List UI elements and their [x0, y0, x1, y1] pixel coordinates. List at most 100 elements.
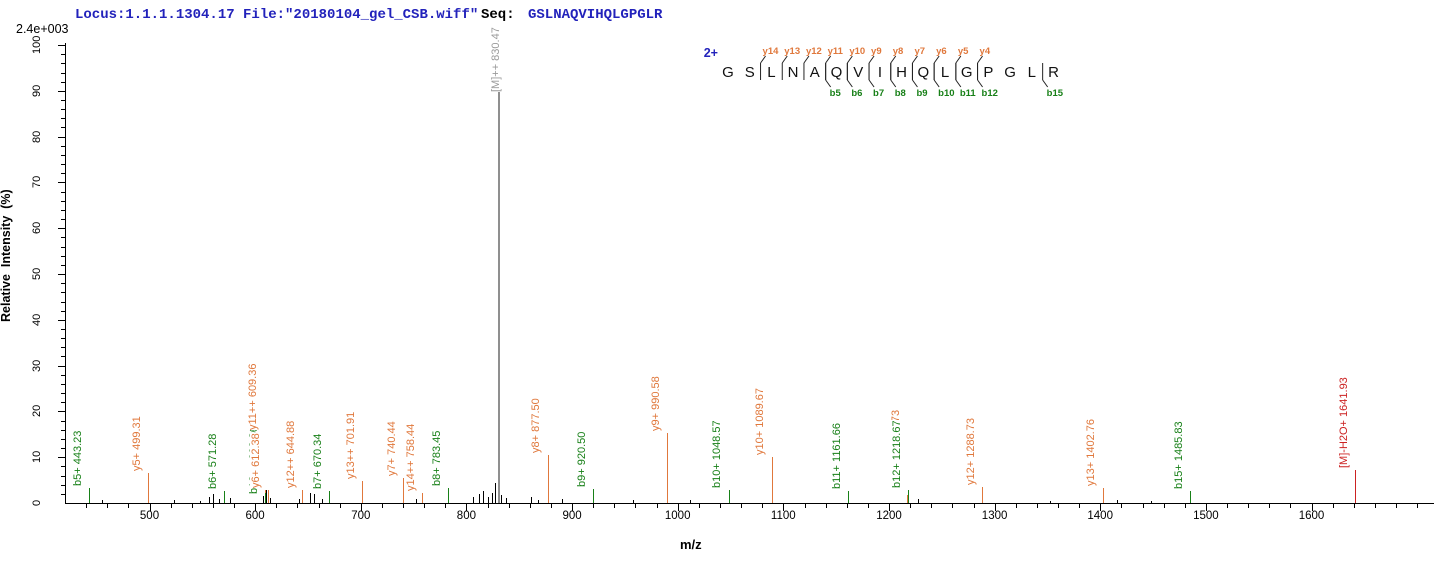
y-minor-tick: [61, 81, 65, 83]
noise-peak: [479, 493, 481, 503]
noise-peak: [212, 494, 214, 503]
y-tick-label-10: 10: [31, 450, 43, 464]
x-minor-tick: [381, 504, 383, 508]
peak-label-y12+: y12+ 1288.73: [964, 418, 977, 486]
peak-y9+: [667, 432, 669, 503]
y-tick-label-20: 20: [31, 405, 43, 418]
x-minor-tick: [719, 504, 721, 508]
y-major-tick: [58, 411, 65, 413]
peak-b8+: [448, 487, 450, 503]
peak-b5+: [89, 488, 90, 503]
y-minor-tick: [61, 329, 65, 330]
x-minor-tick: [1353, 504, 1355, 508]
x-minor-tick: [1058, 504, 1059, 508]
x-minor-tick: [1163, 504, 1165, 508]
peak-label-y13+: y13+ 1402.76: [1085, 419, 1098, 487]
x-major-tick: [1205, 504, 1207, 511]
noise-peak: [314, 494, 316, 503]
peak-label-y6+: y6+ 612.38: [250, 433, 263, 488]
y-minor-tick: [61, 100, 65, 101]
x-minor-tick: [825, 504, 827, 508]
y-minor-tick: [61, 54, 65, 56]
x-minor-tick: [698, 504, 700, 508]
noise-peak: [102, 500, 103, 503]
y-minor-tick: [61, 191, 65, 193]
peak-label-b8+: b8+ 783.45: [430, 430, 443, 486]
peak-b6+: [224, 491, 226, 503]
x-minor-tick: [1396, 504, 1397, 508]
x-tick-label-500: 500: [139, 510, 160, 522]
x-minor-tick: [128, 504, 130, 508]
noise-peak: [487, 496, 489, 503]
locus-file-title: Locus:1.1.1.1304.17 File:"20180104_gel_C…: [75, 7, 479, 23]
peak-b7+: [329, 491, 330, 503]
x-minor-tick: [1290, 504, 1292, 508]
x-major-tick: [1100, 504, 1102, 511]
y-minor-tick: [61, 301, 65, 303]
peak-label-b5+: b5+ 443.23: [71, 430, 84, 487]
y-minor-tick: [61, 72, 65, 74]
x-minor-tick: [339, 504, 341, 508]
y-minor-tick: [61, 209, 65, 211]
peak-y11+: [907, 494, 909, 503]
peak-label-b7+: b7+ 670.34: [311, 433, 324, 490]
peak-b12++: [265, 492, 267, 503]
peak-label-y8+: y8+ 877.50: [530, 398, 543, 453]
noise-peak: [229, 497, 231, 503]
y-tick-label-0: 0: [31, 499, 43, 506]
x-minor-tick: [297, 504, 299, 508]
x-major-tick: [1311, 504, 1313, 511]
peak-b9+: [593, 489, 595, 503]
x-major-tick: [255, 504, 257, 511]
x-tick-label-1200: 1200: [876, 510, 902, 522]
y-minor-tick: [61, 264, 65, 266]
y-tick-label-80: 80: [31, 130, 43, 143]
x-minor-tick: [593, 504, 595, 508]
y-minor-tick: [61, 283, 65, 285]
peak-label-y12++: y12++ 644.88: [284, 420, 297, 488]
y-major-tick: [58, 136, 65, 138]
x-tick-label-1600: 1600: [1298, 510, 1325, 522]
peak-b15+: [1190, 490, 1192, 503]
peak-y14++: [422, 492, 423, 503]
y-minor-tick: [61, 118, 65, 120]
x-minor-tick: [424, 504, 426, 508]
peak-y7+: [403, 477, 404, 503]
y-axis-title: Relative Intensity (%): [0, 188, 13, 322]
x-minor-tick: [191, 504, 193, 508]
y-minor-tick: [61, 164, 65, 166]
x-minor-tick: [1227, 504, 1228, 508]
x-minor-tick: [1015, 504, 1017, 508]
x-minor-tick: [762, 504, 764, 508]
y-tick-label-70: 70: [31, 176, 43, 189]
y-minor-tick: [61, 393, 65, 395]
y-minor-tick: [61, 219, 65, 220]
x-minor-tick: [1417, 504, 1419, 508]
sequence-value: GSLNAQVIHQLGPGLR: [528, 7, 663, 23]
y-tick-label-30: 30: [31, 359, 43, 372]
y-minor-tick: [61, 145, 65, 147]
noise-peak: [298, 499, 300, 503]
peak-b11+: [848, 491, 849, 503]
noise-peak: [501, 495, 503, 503]
x-minor-tick: [741, 504, 743, 508]
x-minor-tick: [656, 504, 658, 508]
x-major-tick: [994, 504, 996, 511]
y-minor-tick: [61, 63, 65, 65]
peak-y10+: [771, 457, 773, 503]
y-minor-tick: [61, 109, 65, 111]
noise-peak: [491, 493, 493, 503]
x-major-tick: [783, 504, 785, 511]
y-minor-tick: [61, 127, 65, 129]
x-minor-tick: [86, 504, 88, 508]
absolute-intensity-scale: 2.4e+003: [16, 22, 69, 36]
x-minor-tick: [445, 504, 447, 508]
peak-label-b11+: b11+ 1161.66: [830, 423, 843, 490]
noise-peak: [530, 497, 532, 503]
peak-label-y10+: y10+ 1089.67: [754, 388, 767, 456]
x-axis-title: m/z: [680, 537, 702, 552]
y-minor-tick: [61, 154, 65, 156]
x-major-tick: [889, 504, 890, 511]
